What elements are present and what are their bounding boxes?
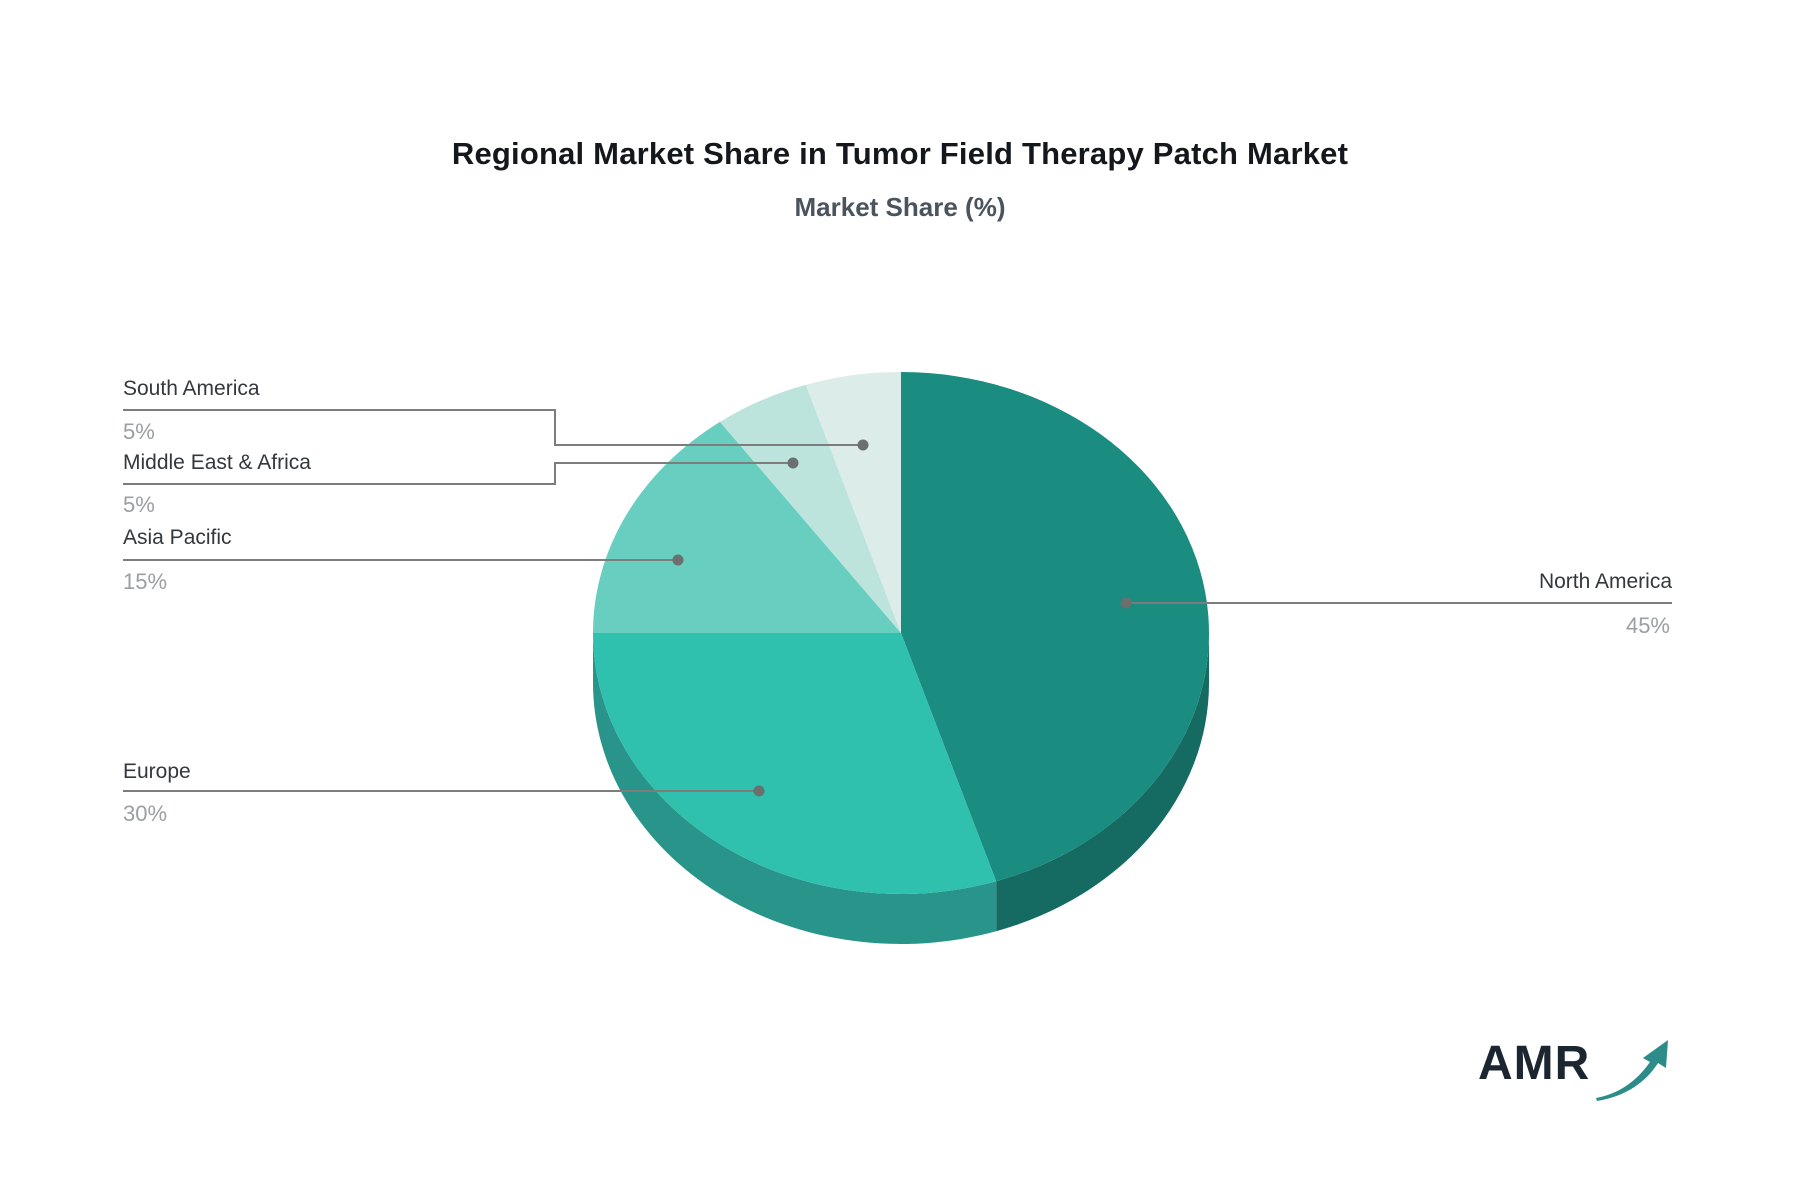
leader-line-middle-east-africa	[123, 462, 793, 485]
label-north-america: North America	[1538, 570, 1672, 593]
pie-slice-asia-pacific[interactable]	[593, 421, 901, 633]
percent-south-america: 5%	[123, 419, 155, 444]
pie-slice-side-europe	[593, 633, 997, 945]
pie-3d-side-walls	[593, 633, 1209, 945]
percent-north-america: 45%	[1625, 613, 1670, 638]
label-south-america: South America	[123, 377, 260, 400]
pie-slice-south-america[interactable]	[805, 372, 901, 633]
amr-logo-text: AMR	[1478, 1037, 1591, 1090]
chart-subtitle: Market Share (%)	[794, 192, 1006, 222]
percent-europe: 30%	[123, 801, 168, 826]
percent-middle-east-africa: 5%	[123, 492, 155, 517]
pie-slice-side-north-america	[996, 633, 1209, 932]
pie-slices	[593, 372, 1210, 895]
leader-dot-north-america	[1120, 597, 1132, 609]
leader-lines	[123, 409, 1672, 797]
leader-dot-middle-east-africa	[787, 457, 799, 469]
percent-asia-pacific: 15%	[123, 569, 168, 594]
leader-dot-europe	[753, 785, 765, 797]
leader-dot-asia-pacific	[672, 554, 684, 566]
amr-logo: AMR	[1478, 1034, 1678, 1104]
pie-slice-north-america[interactable]	[901, 372, 1210, 882]
label-asia-pacific: Asia Pacific	[123, 526, 232, 549]
label-europe: Europe	[123, 760, 191, 783]
amr-logo-arrow-icon	[1596, 1040, 1668, 1101]
pie-slice-middle-east-africa[interactable]	[719, 384, 901, 633]
leader-line-south-america	[123, 409, 863, 446]
pie-slice-europe[interactable]	[593, 633, 997, 895]
chart-title: Regional Market Share in Tumor Field The…	[451, 136, 1349, 171]
leader-dot-south-america	[857, 439, 869, 451]
label-middle-east-africa: Middle East & Africa	[123, 451, 311, 474]
